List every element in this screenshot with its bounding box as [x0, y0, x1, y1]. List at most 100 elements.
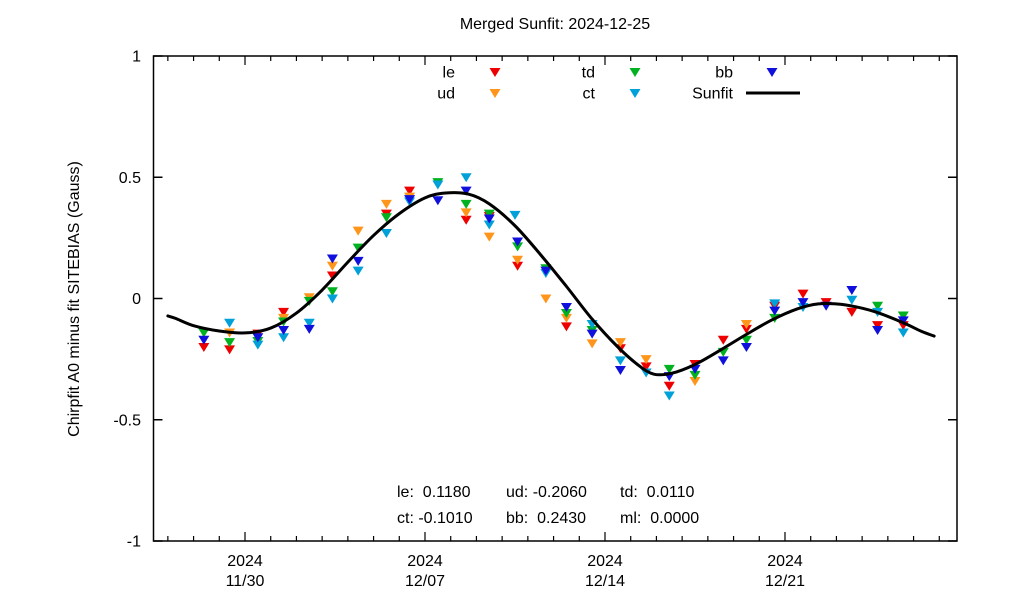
data-point-le [797, 289, 809, 299]
data-point-bb [586, 329, 598, 339]
data-point-le [460, 215, 472, 225]
data-point-td [224, 338, 236, 348]
coefficient-text: bb: 0.2430 [506, 510, 586, 527]
legend-marker-bb [766, 68, 778, 77]
x-tick-label-date: 12/07 [405, 573, 445, 590]
x-tick-label-year: 2024 [227, 553, 263, 570]
data-point-ud [380, 199, 392, 209]
coefficient-text: ml: 0.0000 [620, 510, 699, 527]
data-point-ct [663, 391, 675, 401]
data-point-bb [846, 286, 858, 296]
x-axis-ticks [167, 56, 940, 541]
legend: le ud td ct bb Sunfit [437, 65, 800, 103]
data-point-le [663, 381, 675, 391]
legend-item-ct: ct [583, 86, 641, 103]
y-tick-label: 1 [132, 49, 141, 66]
x-tick-label-date: 11/30 [226, 573, 265, 590]
data-point-td [512, 242, 524, 252]
data-point-ud [352, 226, 364, 236]
data-point-le [872, 321, 884, 331]
data-point-bb [614, 366, 626, 376]
data-point-td [460, 199, 472, 209]
data-point-td [198, 328, 210, 338]
data-point-bb [252, 333, 264, 343]
data-point-bb [198, 335, 210, 345]
data-point-bb [512, 237, 524, 247]
data-point-bb [352, 256, 364, 266]
data-point-ct [460, 173, 472, 183]
data-point-ct [252, 340, 264, 350]
data-point-ud [689, 376, 701, 386]
data-point-le [326, 271, 338, 281]
chart-title: Merged Sunfit: 2024-12-25 [459, 16, 651, 33]
y-axis-label: Chirpfit A0 minus fit SITEBIAS (Gauss) [66, 161, 83, 437]
legend-item-td: td [582, 65, 641, 82]
series-td [198, 178, 909, 380]
data-point-ct [614, 356, 626, 366]
data-point-le [278, 307, 290, 317]
data-point-ct [352, 266, 364, 276]
data-point-bb [303, 324, 315, 334]
coefficients-box: le: 0.1180 ud: -0.2060 td: 0.0110 ct: -0.10… [397, 484, 699, 527]
data-point-bb [432, 196, 444, 206]
data-point-ud [740, 319, 752, 329]
y-axis-ticks [153, 55, 957, 542]
data-point-ct [432, 180, 444, 190]
data-point-le [512, 261, 524, 271]
data-point-bb [797, 298, 809, 308]
data-point-td [483, 209, 495, 219]
data-point-bb [460, 186, 472, 196]
data-point-le [198, 343, 210, 352]
legend-item-sunfit: Sunfit [692, 86, 800, 103]
coefficient-text: ct: -0.1010 [397, 510, 473, 527]
data-point-ct [846, 295, 858, 305]
data-point-td [897, 311, 909, 321]
y-tick-label: -0.5 [113, 412, 141, 429]
series-bb [198, 186, 909, 382]
legend-label-ct: ct [583, 86, 596, 103]
data-point-ct [224, 318, 236, 328]
data-point-bb [872, 326, 884, 336]
data-point-ud [512, 255, 524, 265]
data-point-td [689, 370, 701, 380]
x-tick-label-date: 12/21 [765, 573, 805, 590]
data-point-td [872, 301, 884, 311]
coefficient-text: ud: -0.2060 [506, 484, 587, 501]
data-point-bb [769, 306, 781, 316]
data-point-td [352, 243, 364, 253]
data-point-le [740, 324, 752, 334]
data-point-bb [404, 195, 416, 205]
data-point-ud [640, 355, 652, 365]
data-point-ud [483, 232, 495, 242]
data-point-ud [326, 261, 338, 271]
data-point-bb [740, 343, 752, 352]
series-ud [224, 192, 752, 386]
y-tick-label: -1 [127, 534, 141, 551]
x-tick-label-year: 2024 [587, 553, 623, 570]
legend-marker-ud [489, 89, 501, 98]
legend-item-ud: ud [437, 86, 501, 103]
legend-label-td: td [582, 65, 595, 82]
plot-border [152, 55, 958, 542]
data-point-bb [560, 302, 572, 312]
sunfit-curve [166, 191, 936, 377]
legend-item-le: le [443, 65, 501, 82]
legend-marker-td [629, 68, 641, 77]
data-point-bb [278, 326, 290, 336]
data-point-ud [614, 338, 626, 348]
data-point-ct [326, 294, 338, 304]
data-point-bb [326, 254, 338, 264]
legend-label-bb: bb [715, 65, 733, 82]
data-point-td [380, 213, 392, 223]
data-point-le [404, 186, 416, 196]
x-tick-label-year: 2024 [407, 553, 443, 570]
x-tick-label-year: 2024 [767, 553, 803, 570]
data-point-ct [483, 220, 495, 230]
data-point-ct [303, 318, 315, 328]
data-point-ct [509, 210, 521, 220]
data-point-td [560, 309, 572, 319]
data-point-ct [897, 328, 909, 338]
data-point-ct [278, 333, 290, 343]
data-point-ud [460, 208, 472, 218]
